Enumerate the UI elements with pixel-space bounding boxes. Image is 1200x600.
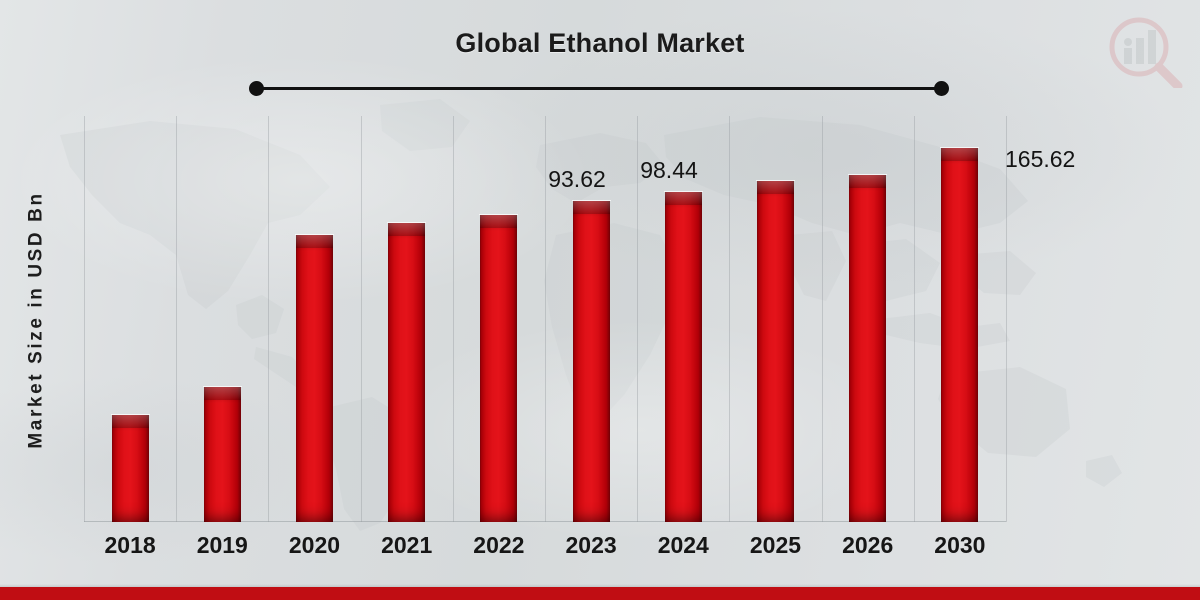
bar-2022[interactable] [479, 214, 518, 522]
x-tick-2022: 2022 [473, 532, 525, 558]
x-tick-2018: 2018 [104, 532, 156, 558]
x-tick-2019: 2019 [196, 532, 248, 558]
bar-series: 93.62 98.44 165.62 [84, 116, 1075, 522]
bar-rect[interactable] [387, 222, 426, 522]
plot-area: 93.62 98.44 165.62 [84, 116, 1075, 522]
bar-rect[interactable] [295, 234, 334, 522]
bar-rect[interactable] [111, 414, 150, 522]
bar-rect[interactable] [572, 200, 611, 522]
x-tick-2023: 2023 [565, 532, 617, 558]
page-title: Global Ethanol Market [455, 28, 745, 58]
x-axis-tick-labels: 2018 2019 2020 2021 2022 2023 2024 2025 2026 2030 [84, 532, 1006, 572]
bar-2023[interactable] [572, 200, 611, 522]
bar-rect[interactable] [479, 214, 518, 522]
data-label-2030: 165.62 [1005, 146, 1076, 172]
y-axis-title-text: Market Size in USD Bn [26, 191, 47, 449]
bar-rect[interactable] [756, 180, 795, 522]
bar-2025[interactable] [756, 180, 795, 522]
bar-2026[interactable] [848, 174, 887, 522]
x-tick-2026: 2026 [842, 532, 894, 558]
bar-rect[interactable] [848, 174, 887, 522]
cagr-connector [249, 81, 949, 96]
bar-2021[interactable] [387, 222, 426, 522]
y-axis-title: Market Size in USD Bn [14, 120, 60, 520]
x-tick-2030: 2030 [934, 532, 986, 558]
endpoint-dot-right-icon [934, 81, 949, 96]
stripe-shadow [0, 584, 1200, 587]
x-tick-2020: 2020 [288, 532, 341, 558]
bar-2030[interactable] [940, 147, 979, 522]
bar-rect[interactable] [940, 147, 979, 522]
bottom-accent-stripe [0, 587, 1200, 600]
x-axis-baseline [84, 521, 1006, 522]
bar-2024[interactable] [664, 191, 703, 522]
gridline [1006, 116, 1007, 522]
bar-rect[interactable] [203, 386, 242, 522]
x-tick-2021: 2021 [381, 532, 433, 558]
bar-2019[interactable] [203, 386, 242, 522]
bar-2020[interactable] [295, 234, 334, 522]
bar-2018[interactable] [111, 414, 150, 522]
x-tick-2024: 2024 [657, 532, 709, 558]
connector-line [255, 87, 943, 90]
x-tick-2025: 2025 [749, 532, 802, 558]
data-label-2023: 93.62 [548, 166, 606, 192]
bar-rect[interactable] [664, 191, 703, 522]
data-label-2024: 98.44 [640, 157, 698, 183]
